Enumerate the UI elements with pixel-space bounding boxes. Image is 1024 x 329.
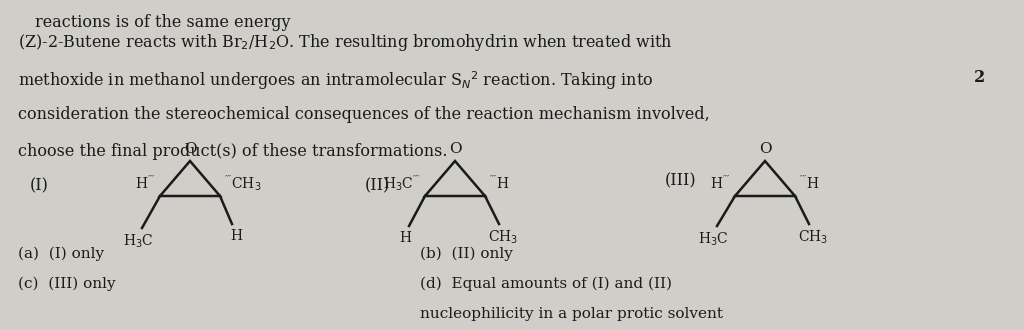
Text: H$\mathregular{'''}$: H$\mathregular{'''}$: [135, 174, 156, 192]
Text: $\mathregular{'''}$H: $\mathregular{'''}$H: [799, 174, 819, 192]
Text: (d)  Equal amounts of (I) and (II): (d) Equal amounts of (I) and (II): [420, 277, 672, 291]
Text: nucleophilicity in a polar protic solvent: nucleophilicity in a polar protic solven…: [420, 307, 723, 321]
Text: H$_3$C: H$_3$C: [697, 231, 728, 248]
Text: (I): (I): [30, 178, 49, 194]
Text: (Z)-2-Butene reacts with Br$_2$/H$_2$O. The resulting bromohydrin when treated w: (Z)-2-Butene reacts with Br$_2$/H$_2$O. …: [18, 32, 673, 53]
Text: consideration the stereochemical consequences of the reaction mechanism involved: consideration the stereochemical consequ…: [18, 106, 710, 123]
Text: reactions is of the same energy: reactions is of the same energy: [35, 14, 291, 31]
Text: 2: 2: [974, 69, 985, 86]
Text: $\mathregular{'''}$CH$_3$: $\mathregular{'''}$CH$_3$: [224, 173, 261, 193]
Text: CH$_3$: CH$_3$: [487, 229, 518, 246]
Text: H: H: [230, 229, 242, 243]
Text: O: O: [449, 142, 462, 156]
Text: H$_3$C$\mathregular{'''}$: H$_3$C$\mathregular{'''}$: [383, 173, 421, 193]
Text: (b)  (II) only: (b) (II) only: [420, 247, 513, 262]
Text: (II): (II): [365, 178, 390, 194]
Text: H: H: [399, 231, 411, 245]
Text: O: O: [759, 142, 771, 156]
Text: $\mathregular{'''}$H: $\mathregular{'''}$H: [489, 174, 509, 192]
Text: (c)  (III) only: (c) (III) only: [18, 277, 116, 291]
Text: H$\mathregular{'''}$: H$\mathregular{'''}$: [711, 174, 731, 192]
Text: (a)  (I) only: (a) (I) only: [18, 247, 104, 262]
Text: O: O: [183, 142, 197, 156]
Text: H$_3$C: H$_3$C: [123, 233, 154, 250]
Text: methoxide in methanol undergoes an intramolecular S$_N$$^2$ reaction. Taking int: methoxide in methanol undergoes an intra…: [18, 69, 653, 92]
Text: (III): (III): [665, 172, 696, 190]
Text: CH$_3$: CH$_3$: [798, 229, 828, 246]
Text: choose the final product(s) of these transformations.: choose the final product(s) of these tra…: [18, 143, 447, 160]
